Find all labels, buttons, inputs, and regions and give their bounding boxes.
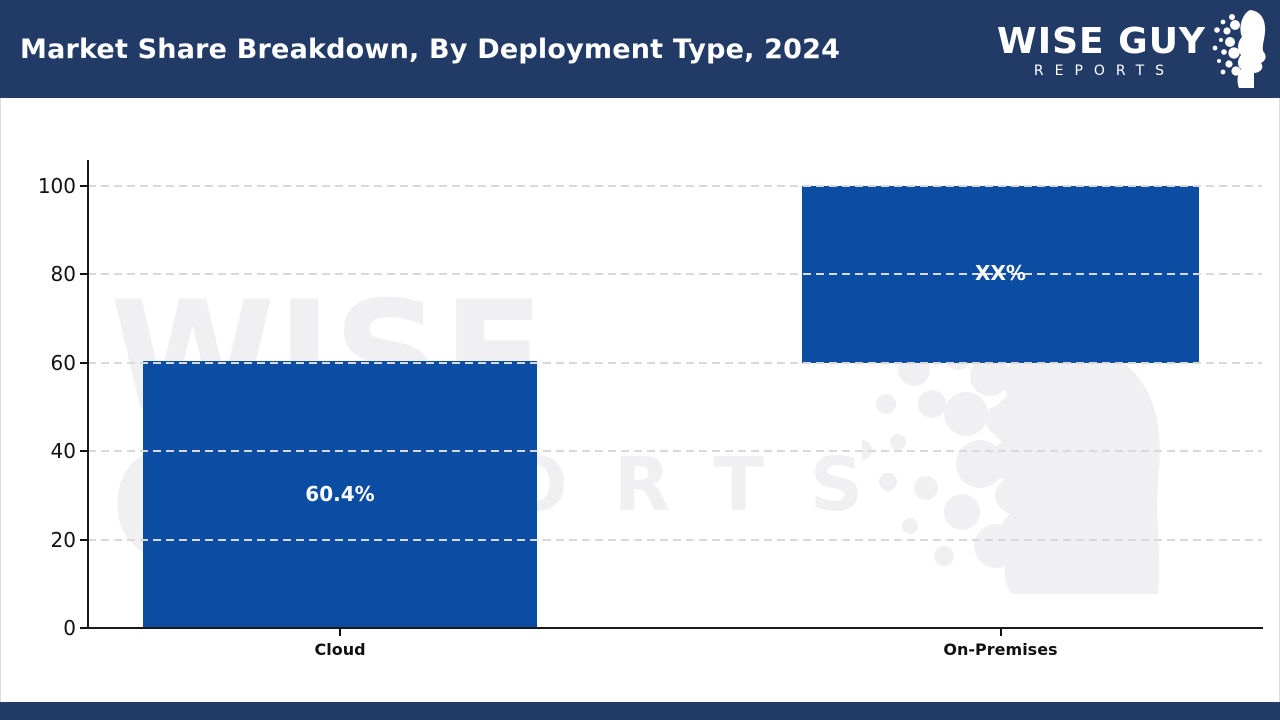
logo: WISE GUY REPORTS (997, 8, 1266, 88)
ytick-0: 0 (63, 616, 76, 640)
ytick-40: 40 (50, 439, 76, 464)
ytick-80: 80 (50, 262, 76, 287)
x-tick-mark (999, 628, 1002, 636)
xlabel-on-premises: On-Premises (943, 640, 1058, 659)
page-title: Market Share Breakdown, By Deployment Ty… (20, 33, 841, 65)
y-tick-mark (80, 538, 88, 541)
logo-subtitle: REPORTS (1033, 63, 1176, 79)
gridline-80 (88, 273, 1262, 276)
logo-text: WISE GUY REPORTS (996, 21, 1206, 80)
y-tick-mark (80, 450, 88, 453)
gridline-40 (88, 450, 1262, 453)
x-tick-mark (339, 628, 341, 636)
y-tick-mark (80, 273, 88, 276)
y-tick-mark (80, 627, 88, 629)
x-axis-line (87, 627, 1263, 629)
ytick-60: 60 (50, 350, 76, 375)
y-tick-mark (80, 361, 88, 364)
gridline-60 (88, 361, 1262, 364)
logo-wordmark: WISE GUY (996, 21, 1206, 62)
header: Market Share Breakdown, By Deployment Ty… (0, 0, 1280, 98)
ytick-100: 100 (37, 174, 76, 198)
xlabel-cloud: Cloud (314, 640, 366, 659)
y-axis-line (87, 160, 89, 629)
bar-label-on-premises: XX% (975, 261, 1026, 286)
ytick-20: 20 (50, 527, 76, 552)
bar-cloud (143, 361, 537, 628)
y-tick-mark (80, 185, 88, 187)
left-border (0, 98, 1, 702)
logo-head-icon (1212, 10, 1266, 88)
bar-label-cloud: 60.4% (305, 481, 375, 506)
footer-bar (0, 702, 1280, 720)
gridline-100 (88, 185, 1262, 187)
gridline-20 (88, 538, 1262, 541)
